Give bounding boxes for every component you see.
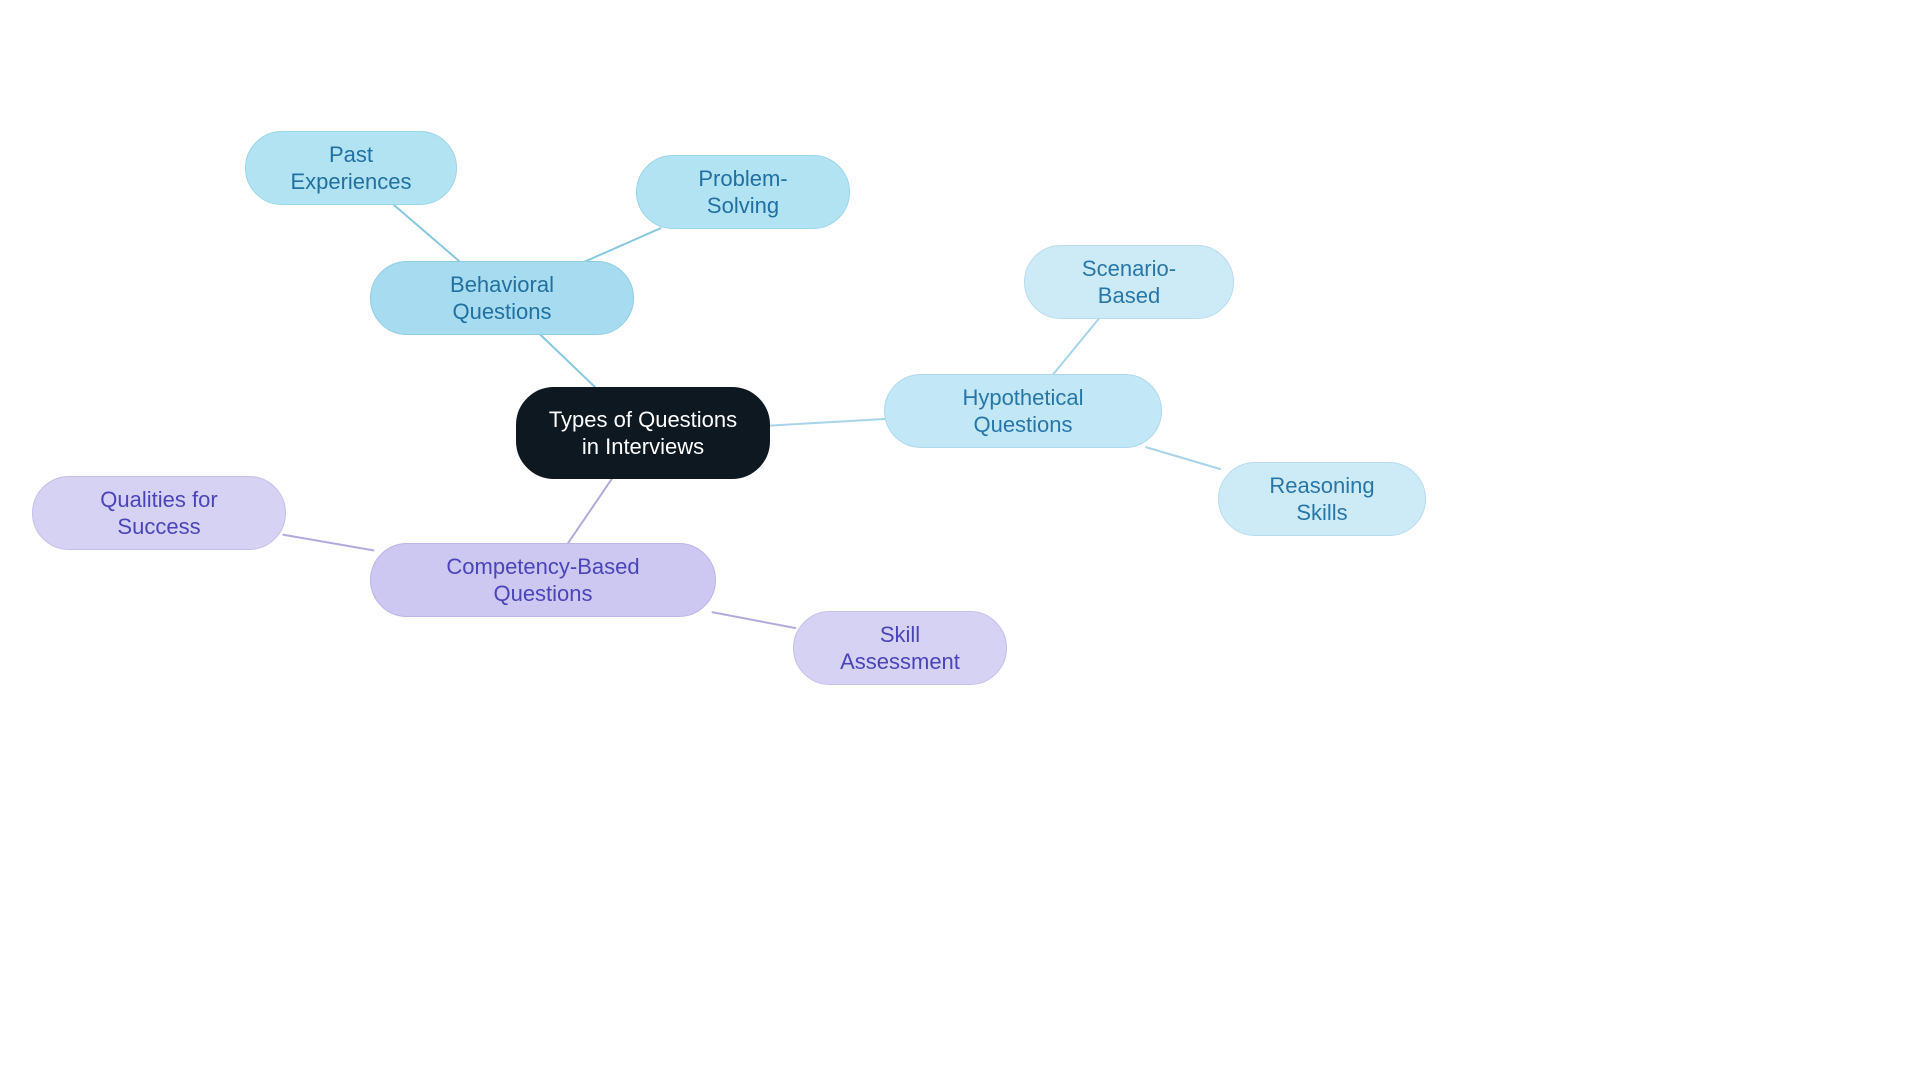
node-skill-assessment-label: Skill Assessment xyxy=(822,621,978,676)
node-root: Types of Questions in Interviews xyxy=(516,387,770,479)
node-problem-solving: Problem-Solving xyxy=(636,155,850,229)
node-qualities-label: Qualities for Success xyxy=(61,486,257,541)
mindmap-canvas: Types of Questions in Interviews Behavio… xyxy=(0,0,1920,1083)
node-behavioral-label: Behavioral Questions xyxy=(399,271,605,326)
node-reasoning-skills: Reasoning Skills xyxy=(1218,462,1426,536)
node-hypothetical: Hypothetical Questions xyxy=(884,374,1162,448)
node-root-label: Types of Questions in Interviews xyxy=(545,406,741,461)
node-scenario-based-label: Scenario-Based xyxy=(1053,255,1205,310)
node-qualities: Qualities for Success xyxy=(32,476,286,550)
node-skill-assessment: Skill Assessment xyxy=(793,611,1007,685)
node-reasoning-skills-label: Reasoning Skills xyxy=(1247,472,1397,527)
node-scenario-based: Scenario-Based xyxy=(1024,245,1234,319)
node-past-experiences-label: Past Experiences xyxy=(274,141,428,196)
node-past-experiences: Past Experiences xyxy=(245,131,457,205)
node-competency: Competency-Based Questions xyxy=(370,543,716,617)
node-competency-label: Competency-Based Questions xyxy=(399,553,687,608)
node-hypothetical-label: Hypothetical Questions xyxy=(913,384,1133,439)
node-problem-solving-label: Problem-Solving xyxy=(665,165,821,220)
node-behavioral: Behavioral Questions xyxy=(370,261,634,335)
